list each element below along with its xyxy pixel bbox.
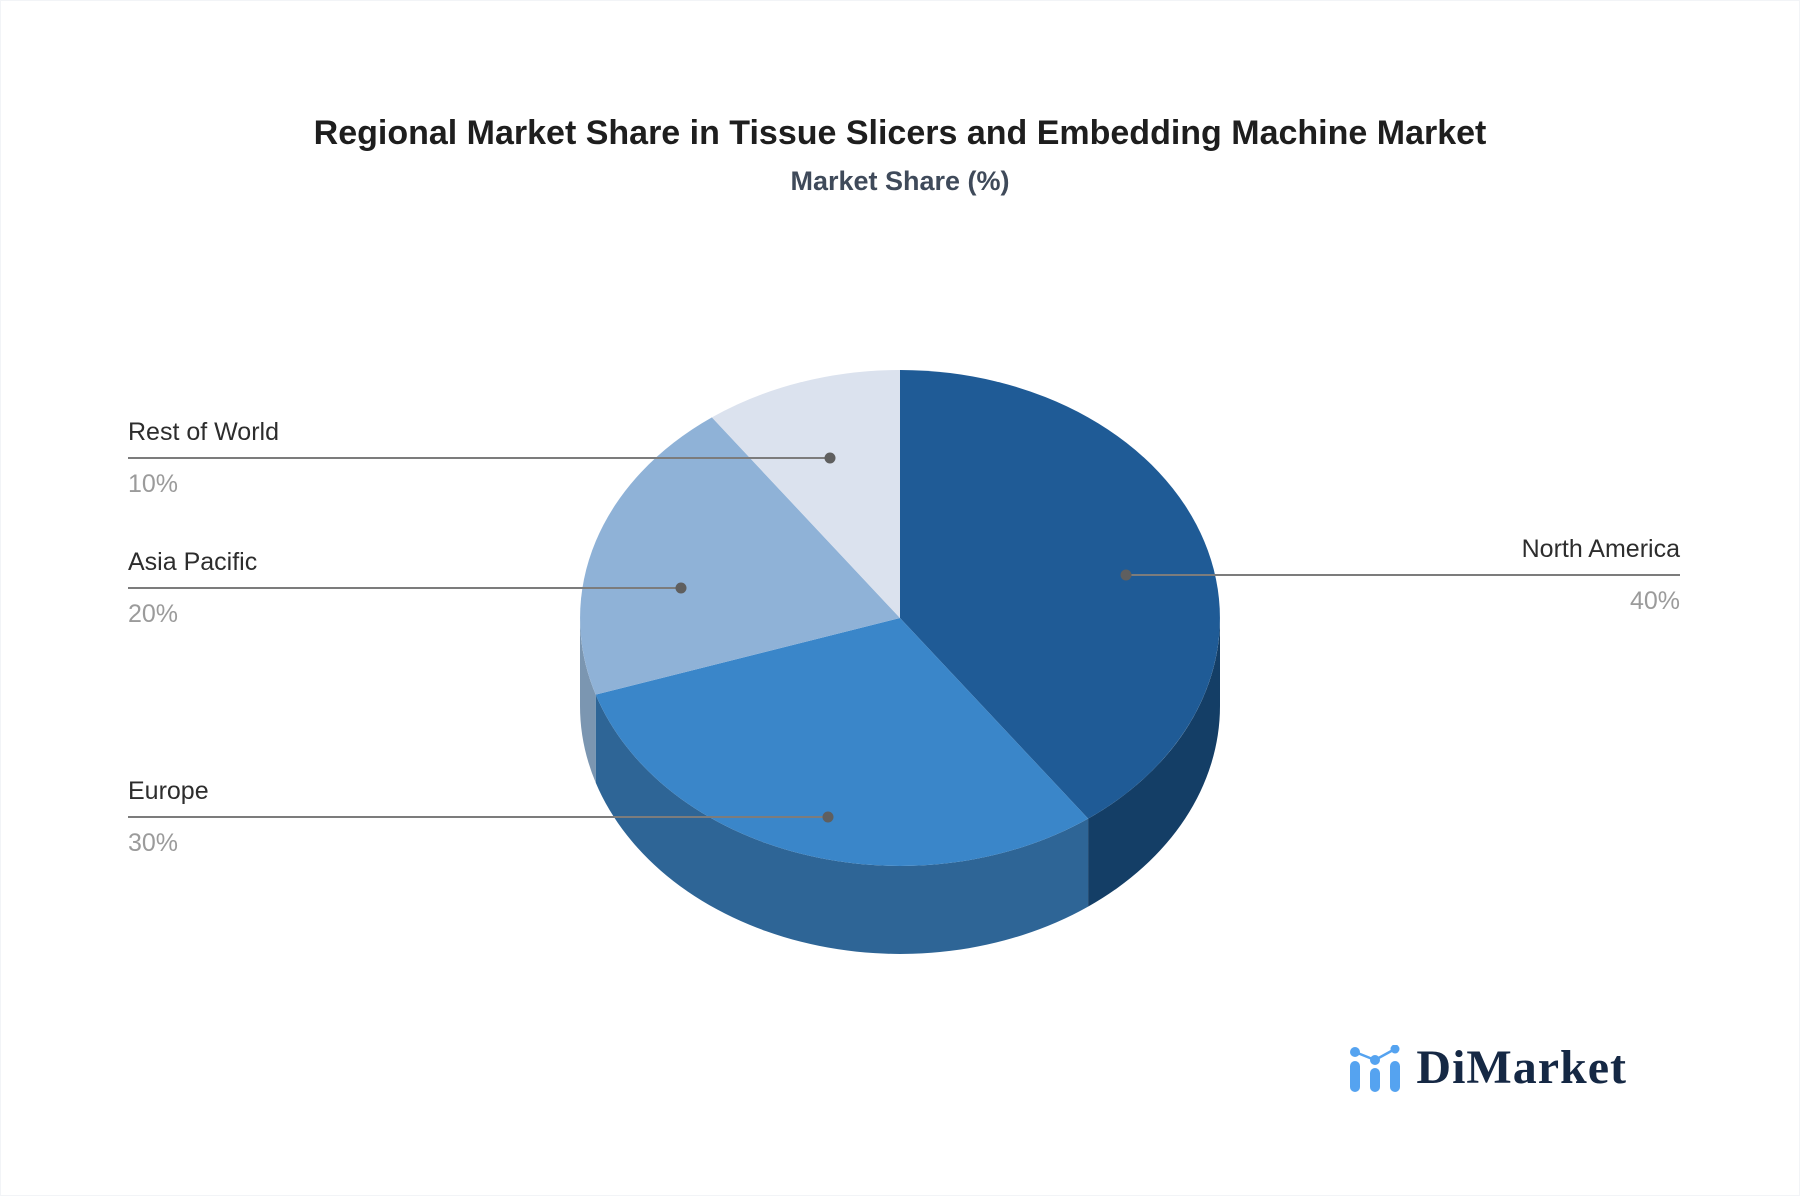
callout-dot-rest-of-world	[824, 452, 836, 464]
callout-dot-europe	[822, 811, 834, 823]
pie-slice-asia-pacific[interactable]	[580, 417, 900, 695]
pie-slice-rest-of-world[interactable]	[711, 370, 900, 618]
slice-percent-rest-of-world: 10%	[128, 470, 179, 498]
pie-slice-north-america-side	[1088, 618, 1220, 907]
chart-title: Regional Market Share in Tissue Slicers …	[313, 114, 1487, 152]
logo-text: DiMarket	[1416, 1041, 1627, 1094]
chart-subtitle: Market Share (%)	[790, 166, 1010, 196]
bar-chart-trend-icon	[1350, 1045, 1401, 1092]
slice-percent-asia-pacific: 20%	[128, 600, 179, 628]
pie-slice-europe[interactable]	[595, 618, 1089, 866]
callout-dot-asia-pacific	[675, 582, 687, 594]
callout-dot-north-america	[1120, 569, 1132, 581]
logo: DiMarket	[1348, 1044, 1627, 1092]
pie-slice-north-america[interactable]	[900, 370, 1220, 819]
pie-slice-asia-pacific-side	[580, 618, 596, 783]
slice-label-asia-pacific: Asia Pacific	[128, 548, 258, 576]
slice-label-europe: Europe	[128, 777, 209, 805]
slice-label-rest-of-world: Rest of World	[128, 418, 279, 446]
slice-label-north-america: North America	[1521, 535, 1680, 563]
slice-percent-europe: 30%	[128, 829, 179, 857]
pie-slice-europe-side	[595, 694, 1089, 954]
slice-percent-north-america: 40%	[1629, 587, 1680, 615]
